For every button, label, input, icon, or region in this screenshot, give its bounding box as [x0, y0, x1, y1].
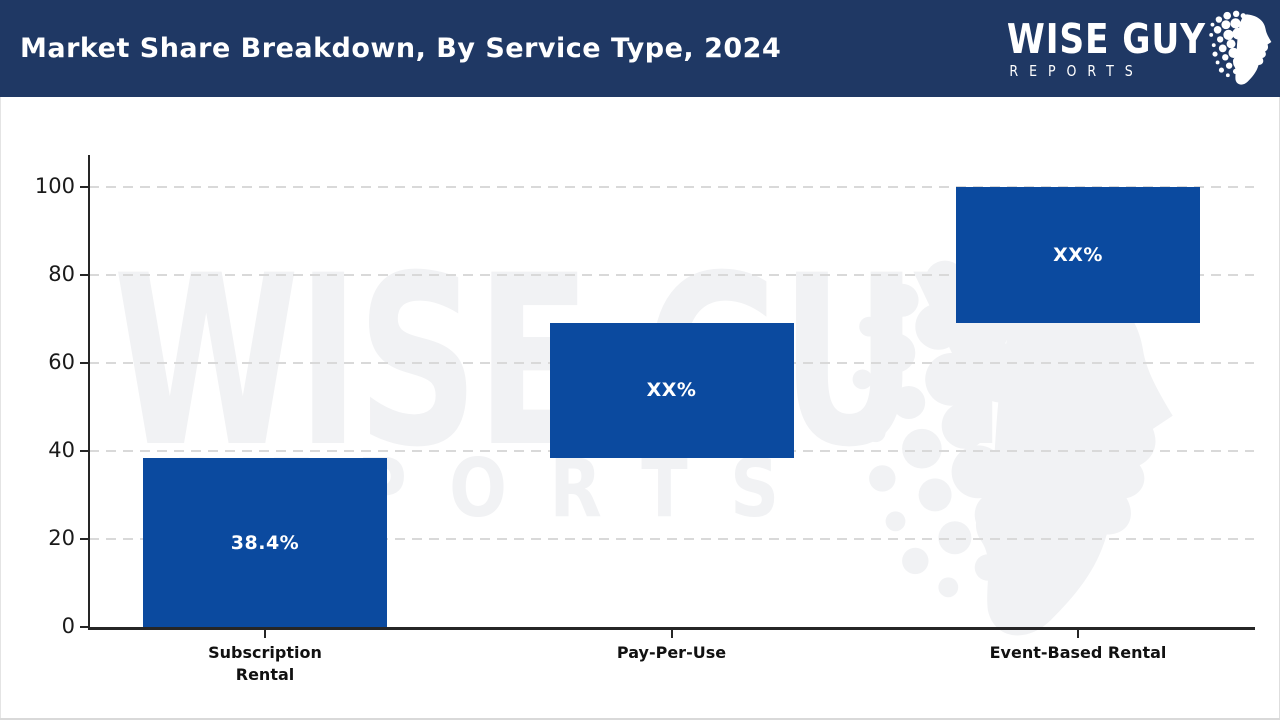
- brand-subtitle: REPORTS: [1009, 61, 1144, 80]
- y-gridline: [89, 274, 1254, 276]
- y-tick-mark: [80, 186, 89, 188]
- y-gridline: [89, 538, 1254, 540]
- brand-wordmark: WISE GUY REPORTS: [1006, 14, 1206, 80]
- x-category-label: Subscription Rental: [208, 643, 322, 684]
- y-tick-mark: [80, 626, 89, 628]
- y-axis-spine: [88, 155, 90, 629]
- bar-value-label: 38.4%: [230, 531, 300, 554]
- bar-value-label: XX%: [646, 379, 697, 402]
- x-tick-mark: [670, 630, 673, 638]
- x-axis-spine: [88, 627, 1255, 630]
- y-tick-label: 40: [48, 438, 75, 462]
- brand-face-icon: [1209, 10, 1272, 85]
- bar: XX%: [956, 187, 1200, 323]
- header-bar: Market Share Breakdown, By Service Type,…: [0, 0, 1280, 97]
- x-category-label: Event-Based Rental: [989, 643, 1167, 662]
- bar-value-label: XX%: [1053, 243, 1103, 266]
- y-tick-label: 20: [48, 526, 75, 550]
- brand-name: WISE GUY: [1006, 14, 1206, 63]
- y-tick-label: 0: [61, 614, 75, 638]
- page-title: Market Share Breakdown, By Service Type,…: [20, 33, 782, 64]
- y-tick-label: 100: [34, 174, 75, 198]
- y-tick-mark: [80, 362, 89, 364]
- x-category-label: Pay-Per-Use: [616, 643, 727, 662]
- bar: 38.4%: [143, 458, 387, 627]
- y-tick-label: 60: [48, 350, 75, 374]
- y-tick-mark: [80, 538, 89, 540]
- chart-area: WISE GUY REPORTS 0 20 40 60 80 100 38.4% Subscr…: [0, 97, 1280, 718]
- y-tick-mark: [80, 274, 89, 276]
- y-tick-mark: [80, 450, 89, 452]
- bar: XX%: [549, 322, 794, 459]
- brand-logo: WISE GUY REPORTS: [969, 4, 1272, 94]
- x-tick-mark: [264, 630, 266, 638]
- x-tick-mark: [1077, 630, 1079, 638]
- y-gridline: [89, 186, 1254, 188]
- y-tick-label: 80: [48, 262, 75, 286]
